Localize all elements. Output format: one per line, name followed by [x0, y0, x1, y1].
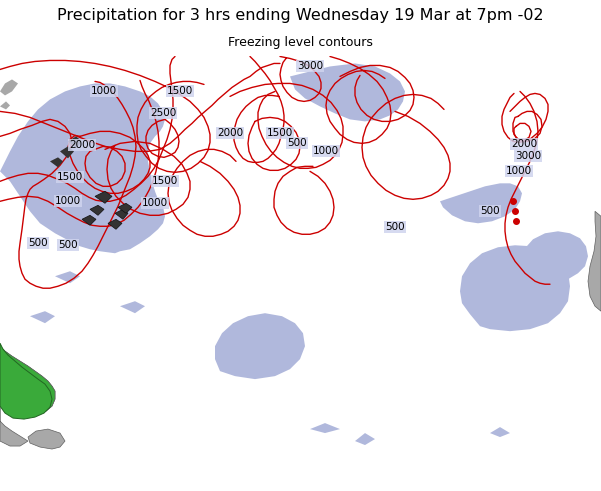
Text: 2000: 2000: [69, 140, 95, 150]
Polygon shape: [120, 301, 145, 313]
Polygon shape: [95, 191, 112, 203]
Text: 2000: 2000: [511, 139, 537, 149]
Polygon shape: [0, 346, 55, 446]
Polygon shape: [290, 63, 405, 121]
Polygon shape: [440, 183, 522, 223]
Text: 1000: 1000: [91, 86, 117, 96]
Text: 500: 500: [58, 240, 78, 250]
Polygon shape: [215, 313, 305, 379]
Text: 3000: 3000: [297, 61, 323, 72]
Text: 2500: 2500: [150, 109, 176, 118]
Text: 500: 500: [28, 238, 48, 248]
Polygon shape: [0, 346, 55, 417]
Text: Freezing level contours: Freezing level contours: [228, 36, 373, 49]
Text: 1500: 1500: [57, 172, 83, 182]
Polygon shape: [82, 215, 96, 225]
Text: 1000: 1000: [506, 166, 532, 176]
Polygon shape: [50, 157, 63, 167]
Text: 500: 500: [480, 206, 500, 217]
Polygon shape: [355, 433, 375, 445]
Polygon shape: [108, 219, 122, 229]
Text: 3000: 3000: [515, 151, 541, 162]
Polygon shape: [55, 271, 80, 283]
Polygon shape: [522, 231, 588, 291]
Polygon shape: [115, 209, 128, 219]
Polygon shape: [0, 83, 165, 253]
Text: 1500: 1500: [152, 176, 178, 186]
Text: 1000: 1000: [313, 146, 339, 156]
Polygon shape: [30, 311, 55, 323]
Polygon shape: [60, 146, 74, 159]
Text: Precipitation for 3 hrs ending Wednesday 19 Mar at 7pm -02: Precipitation for 3 hrs ending Wednesday…: [57, 8, 544, 23]
Polygon shape: [118, 203, 132, 213]
Text: 2000: 2000: [217, 128, 243, 138]
Polygon shape: [68, 136, 82, 148]
Polygon shape: [490, 427, 510, 437]
Text: 1500: 1500: [267, 128, 293, 138]
Polygon shape: [310, 423, 340, 433]
Polygon shape: [0, 343, 52, 419]
Polygon shape: [588, 211, 601, 311]
Polygon shape: [0, 102, 10, 109]
Polygon shape: [0, 80, 18, 95]
Text: 500: 500: [385, 222, 405, 232]
Text: 1500: 1500: [167, 86, 193, 96]
Polygon shape: [460, 246, 570, 331]
Text: 1000: 1000: [55, 196, 81, 206]
Polygon shape: [90, 205, 104, 215]
Text: 500: 500: [287, 138, 307, 148]
Text: 1000: 1000: [142, 198, 168, 208]
Polygon shape: [28, 429, 65, 449]
